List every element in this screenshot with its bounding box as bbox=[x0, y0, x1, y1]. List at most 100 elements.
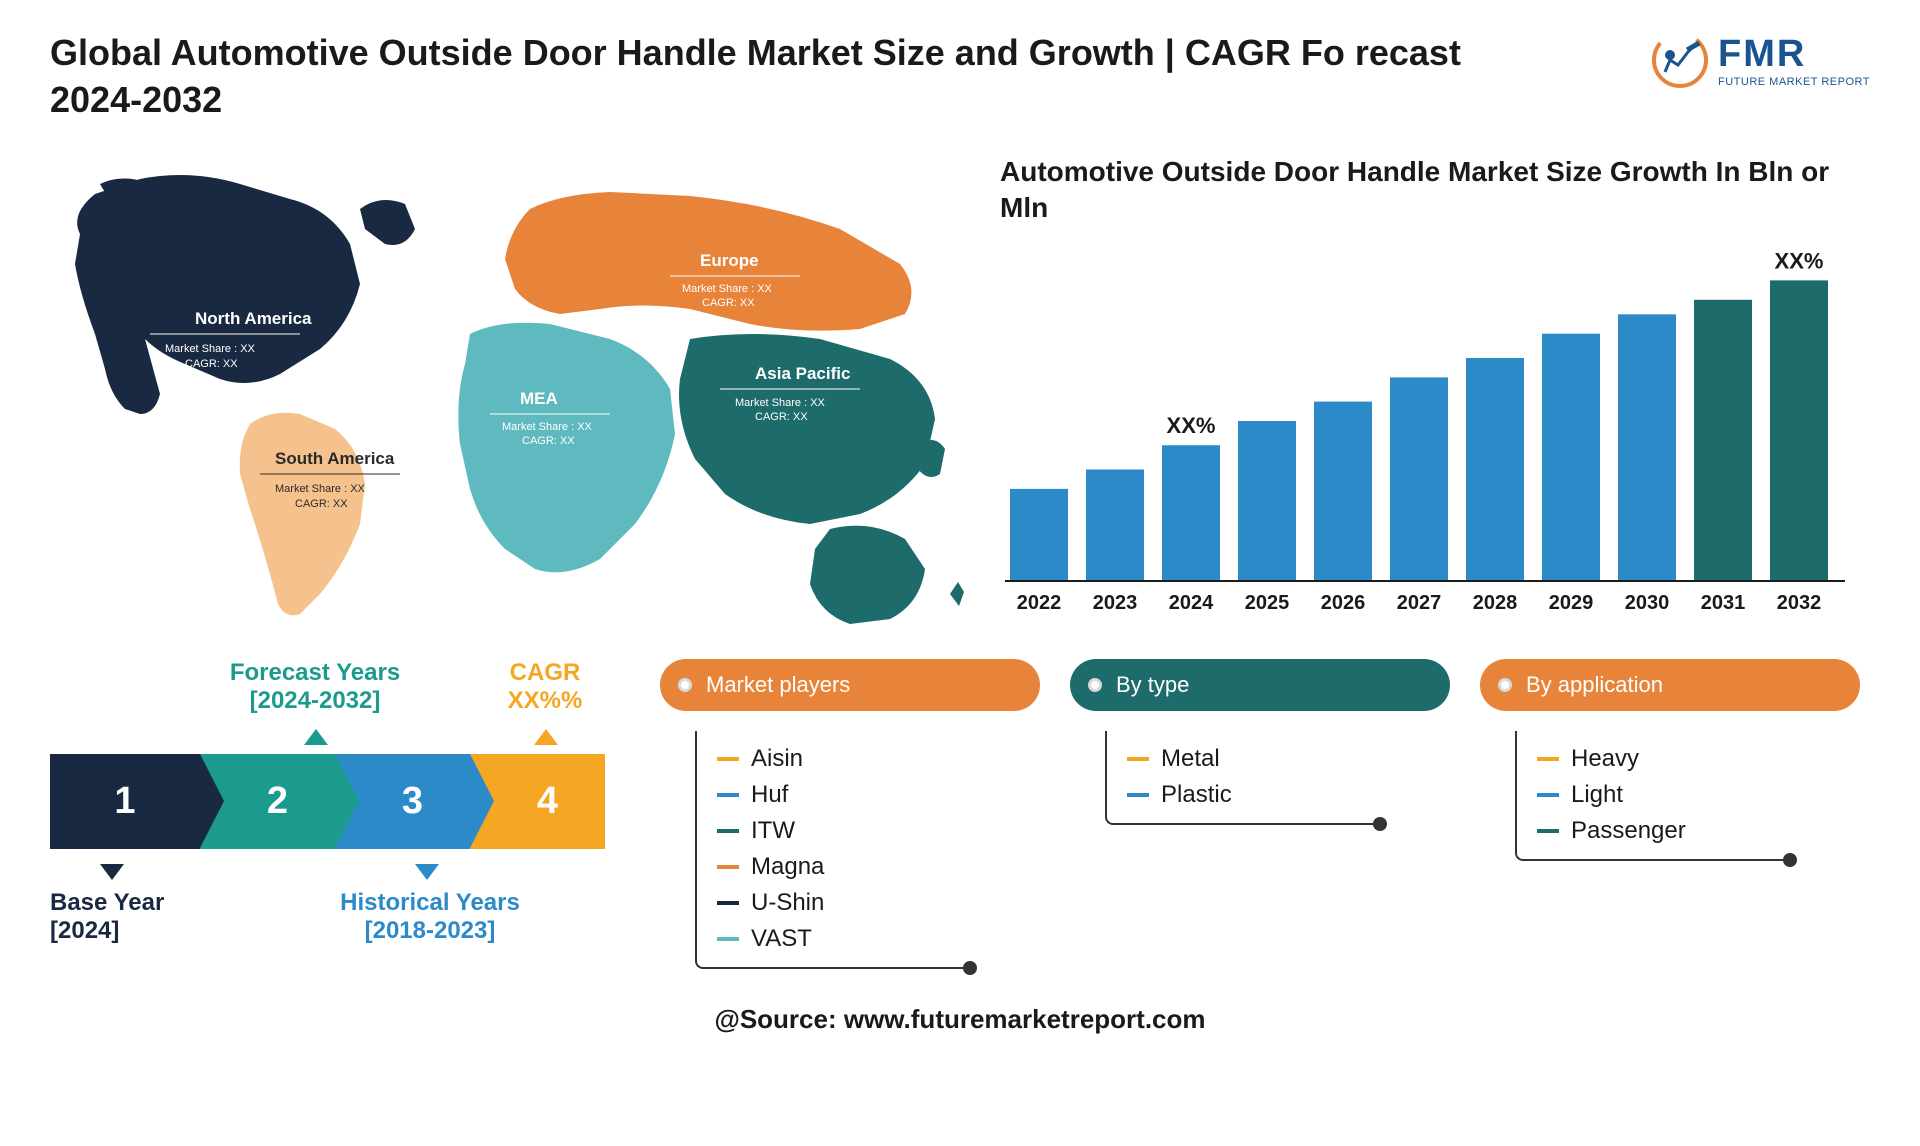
stat-eu-share: Market Share : XX bbox=[682, 283, 773, 295]
label-eu: Europe bbox=[700, 251, 759, 270]
bar bbox=[1238, 421, 1296, 581]
list-item: U-Shin bbox=[717, 885, 975, 921]
dash-icon bbox=[1537, 829, 1559, 833]
list-item: Light bbox=[1537, 777, 1795, 813]
dash-icon bbox=[717, 865, 739, 869]
dash-icon bbox=[1537, 793, 1559, 797]
bar-year-label: 2026 bbox=[1321, 592, 1366, 614]
list-item: Passenger bbox=[1537, 813, 1795, 849]
bar-year-label: 2024 bbox=[1169, 592, 1214, 614]
list-item: Heavy bbox=[1537, 741, 1795, 777]
bar bbox=[1694, 300, 1752, 581]
list-item: ITW bbox=[717, 813, 975, 849]
category-title: By type bbox=[1116, 672, 1189, 698]
stat-sa-cagr: CAGR: XX bbox=[295, 498, 348, 510]
bar bbox=[1010, 489, 1068, 581]
pill-dot-icon bbox=[678, 678, 692, 692]
bar-year-label: 2029 bbox=[1549, 592, 1594, 614]
region-mea bbox=[458, 322, 675, 572]
dash-icon bbox=[1127, 757, 1149, 761]
stat-mea-share: Market Share : XX bbox=[502, 421, 593, 433]
category-pill: By type bbox=[1070, 659, 1450, 711]
bar bbox=[1314, 402, 1372, 581]
arrow-up-icon bbox=[534, 729, 558, 745]
dash-icon bbox=[717, 793, 739, 797]
tl-hist-label: Historical Years [2018-2023] bbox=[330, 889, 530, 947]
list-item-label: Light bbox=[1571, 781, 1623, 809]
bar-year-label: 2031 bbox=[1701, 592, 1746, 614]
category-block: By type Metal Plastic bbox=[1070, 659, 1450, 969]
bar-year-label: 2027 bbox=[1397, 592, 1442, 614]
page-title: Global Automotive Outside Door Handle Ma… bbox=[50, 30, 1550, 124]
bar bbox=[1162, 446, 1220, 582]
dash-icon bbox=[1537, 757, 1559, 761]
bar bbox=[1542, 334, 1600, 581]
list-item-label: Plastic bbox=[1161, 781, 1232, 809]
list-item: Huf bbox=[717, 777, 975, 813]
stat-na-share: Market Share : XX bbox=[165, 343, 256, 355]
dash-icon bbox=[1127, 793, 1149, 797]
dash-icon bbox=[717, 901, 739, 905]
world-map: North America Market Share : XX CAGR: XX… bbox=[50, 154, 970, 634]
logo-icon bbox=[1650, 30, 1710, 90]
list-item-label: Passenger bbox=[1571, 817, 1686, 845]
label-na: North America bbox=[195, 309, 312, 328]
category-pill: Market players bbox=[660, 659, 1040, 711]
category-block: By application Heavy Light Passenger bbox=[1480, 659, 1860, 969]
bar-pct-label: XX% bbox=[1167, 414, 1216, 439]
tl-seg-1: 1 bbox=[50, 754, 200, 849]
bar bbox=[1086, 470, 1144, 582]
stat-na-cagr: CAGR: XX bbox=[185, 358, 238, 370]
list-item-label: U-Shin bbox=[751, 889, 824, 917]
bar bbox=[1618, 315, 1676, 582]
bar-year-label: 2032 bbox=[1777, 592, 1822, 614]
category-list: Heavy Light Passenger bbox=[1515, 731, 1795, 861]
bar-year-label: 2028 bbox=[1473, 592, 1518, 614]
category-pill: By application bbox=[1480, 659, 1860, 711]
arrow-down-icon bbox=[415, 864, 439, 880]
tl-forecast-label: Forecast Years [2024-2032] bbox=[225, 659, 405, 717]
label-ap: Asia Pacific bbox=[755, 364, 850, 383]
bar-year-label: 2025 bbox=[1245, 592, 1290, 614]
list-item: Magna bbox=[717, 849, 975, 885]
category-title: By application bbox=[1526, 672, 1663, 698]
fmr-logo: FMR FUTURE MARKET REPORT bbox=[1650, 30, 1870, 90]
list-item-label: ITW bbox=[751, 817, 795, 845]
bar-year-label: 2030 bbox=[1625, 592, 1670, 614]
label-sa: South America bbox=[275, 449, 395, 468]
arrow-down-icon bbox=[100, 864, 124, 880]
bar-chart: 202220232024XX%2025202620272028202920302… bbox=[1000, 241, 1850, 621]
logo-text-main: FMR bbox=[1718, 33, 1870, 76]
category-title: Market players bbox=[706, 672, 850, 698]
list-item-label: Heavy bbox=[1571, 745, 1639, 773]
pill-dot-icon bbox=[1088, 678, 1102, 692]
stat-ap-share: Market Share : XX bbox=[735, 397, 826, 409]
region-nz bbox=[950, 582, 964, 606]
logo-text-sub: FUTURE MARKET REPORT bbox=[1718, 76, 1870, 88]
list-item-label: Magna bbox=[751, 853, 824, 881]
chart-title: Automotive Outside Door Handle Market Si… bbox=[1000, 154, 1850, 227]
region-north-america bbox=[75, 175, 415, 414]
bar bbox=[1770, 281, 1828, 582]
list-item-label: Metal bbox=[1161, 745, 1220, 773]
list-item-label: Huf bbox=[751, 781, 788, 809]
stat-mea-cagr: CAGR: XX bbox=[522, 435, 575, 447]
source-line: @Source: www.futuremarketreport.com bbox=[50, 1004, 1870, 1035]
tl-base-label: Base Year [2024] bbox=[50, 889, 190, 947]
pill-dot-icon bbox=[1498, 678, 1512, 692]
stat-sa-share: Market Share : XX bbox=[275, 483, 366, 495]
dash-icon bbox=[717, 757, 739, 761]
category-list: Metal Plastic bbox=[1105, 731, 1385, 825]
label-mea: MEA bbox=[520, 389, 558, 408]
arrow-up-icon bbox=[304, 729, 328, 745]
list-item: Metal bbox=[1127, 741, 1385, 777]
dash-icon bbox=[717, 829, 739, 833]
bar-year-label: 2023 bbox=[1093, 592, 1138, 614]
region-south-america bbox=[240, 412, 365, 615]
category-list: AisinHufITWMagnaU-ShinVAST bbox=[695, 731, 975, 969]
timeline: Forecast Years [2024-2032] CAGR XX%% 1 2… bbox=[50, 659, 630, 849]
dash-icon bbox=[717, 937, 739, 941]
category-block: Market playersAisinHufITWMagnaU-ShinVAST bbox=[660, 659, 1040, 969]
tl-cagr-label: CAGR XX%% bbox=[480, 659, 610, 717]
list-item-label: Aisin bbox=[751, 745, 803, 773]
